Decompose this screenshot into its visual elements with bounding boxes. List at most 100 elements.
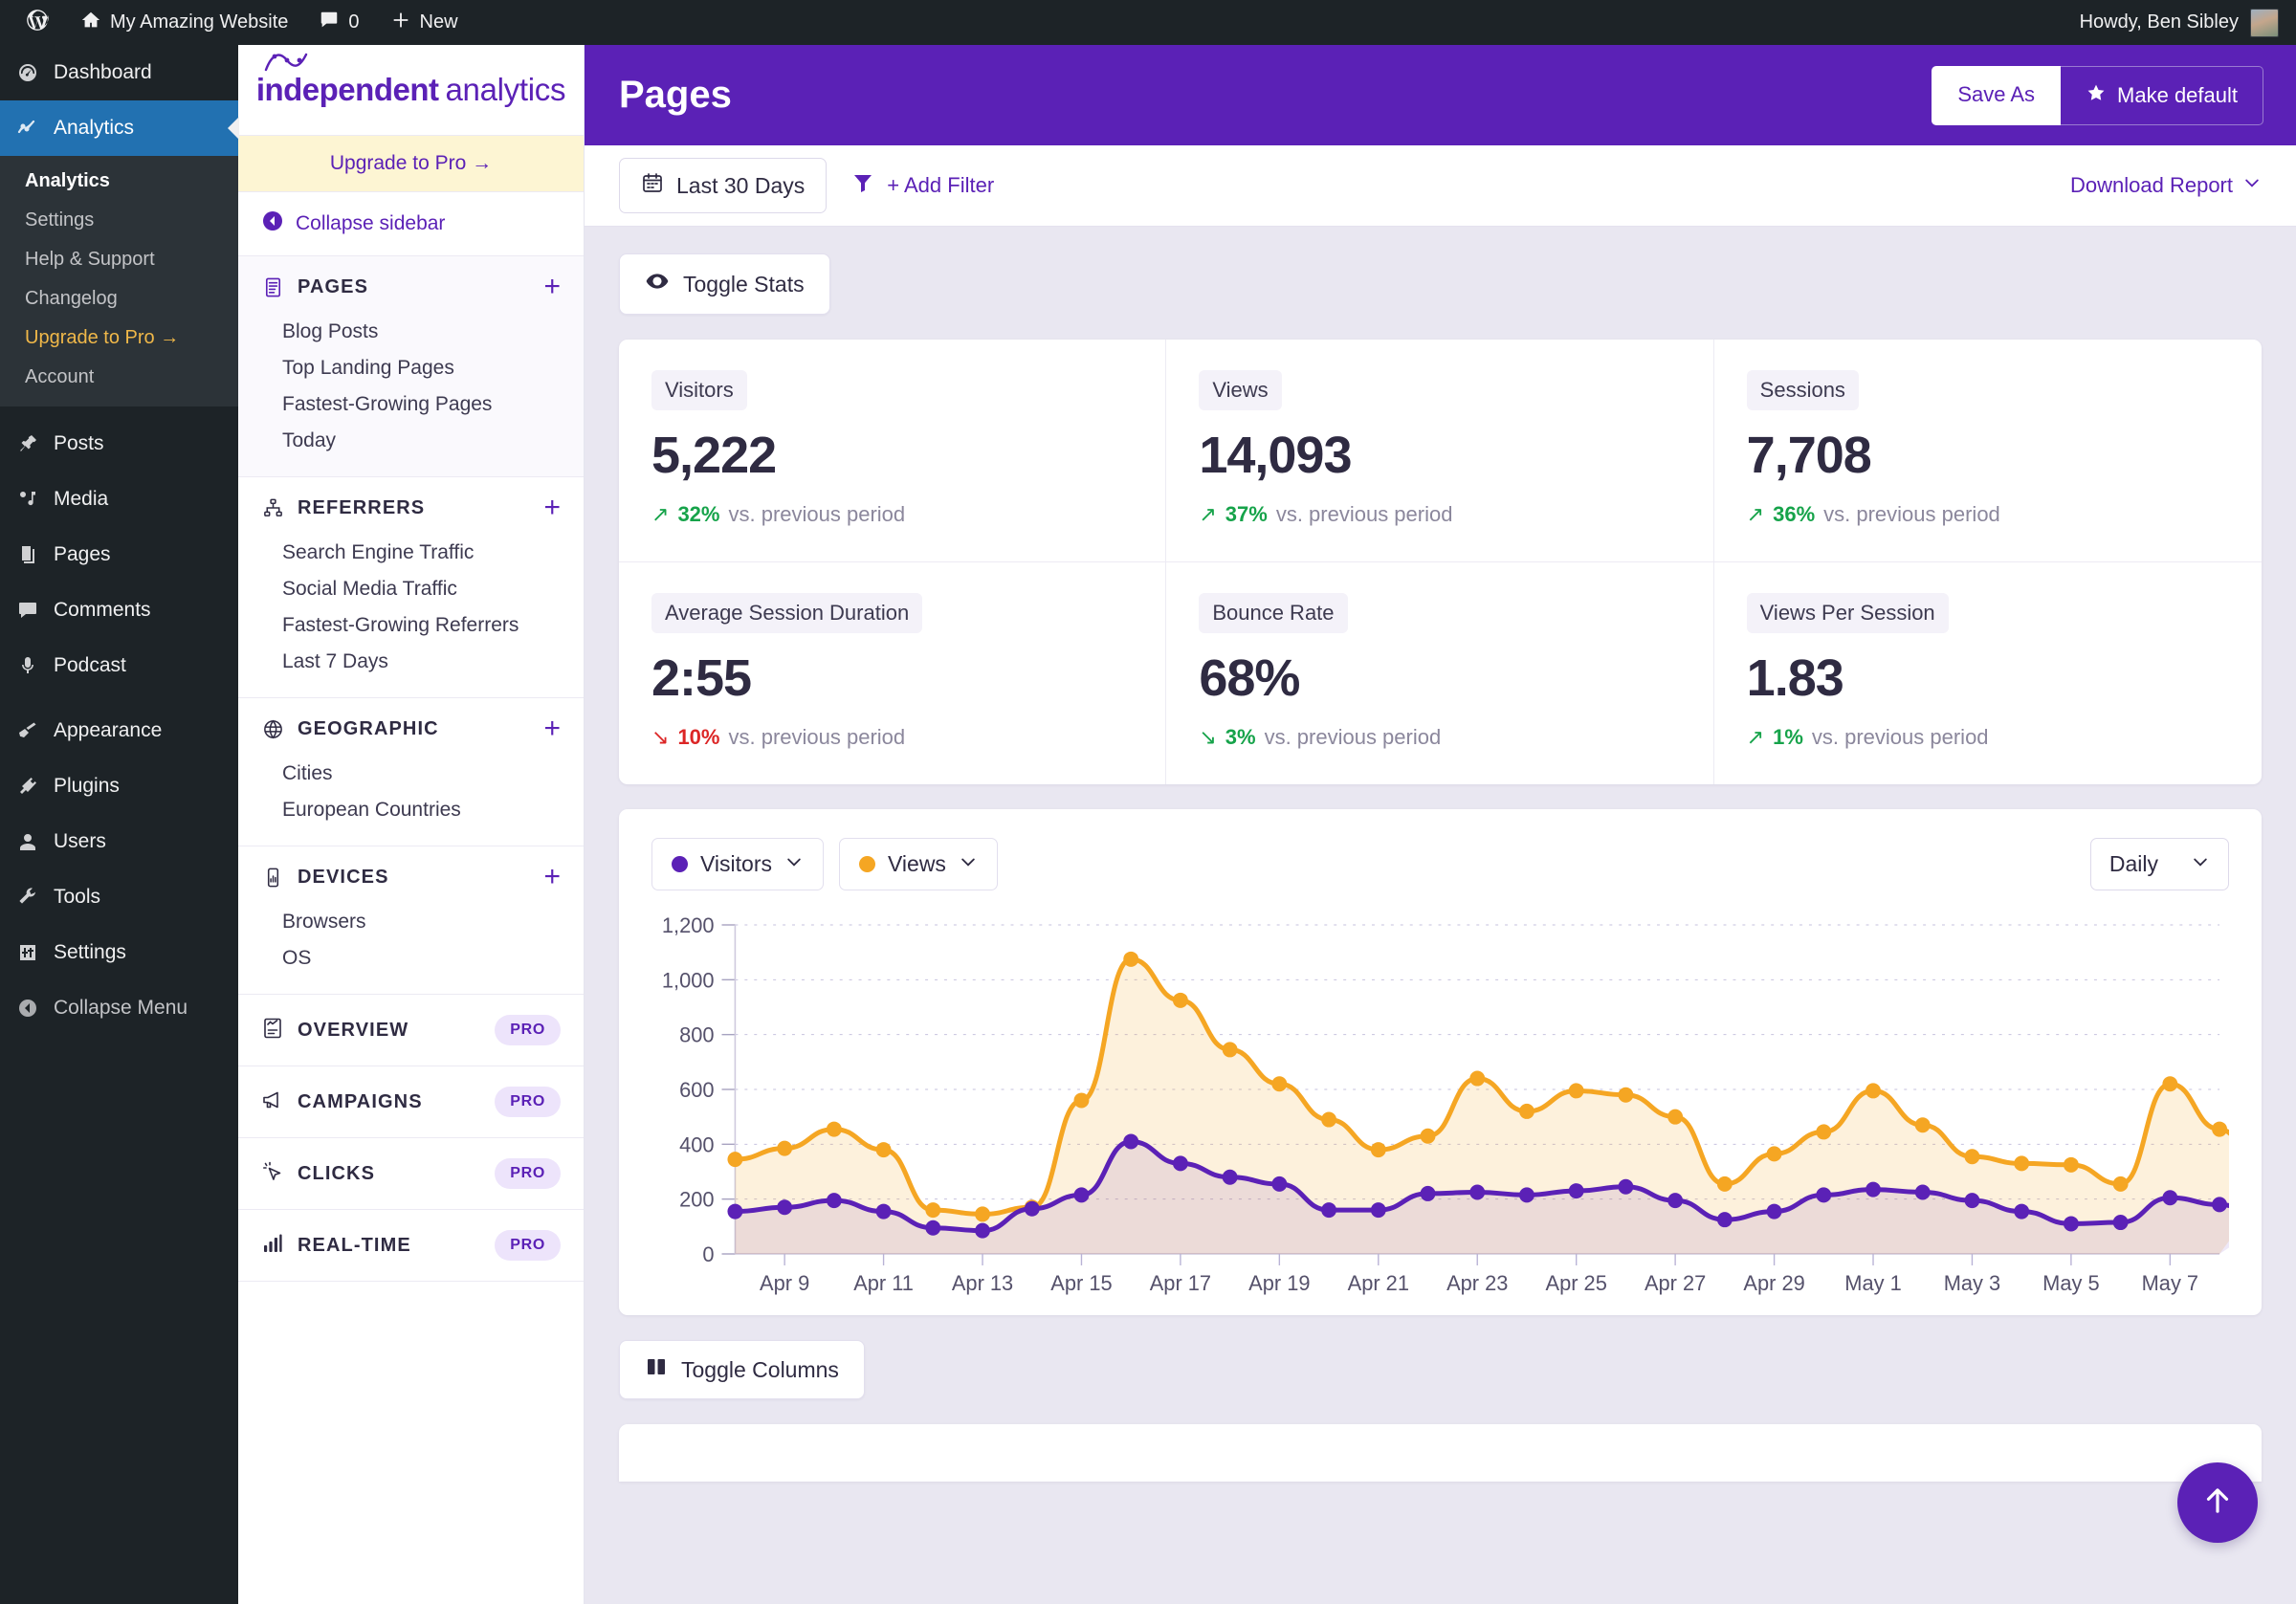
ia-link-browsers[interactable]: Browsers xyxy=(282,911,366,933)
dashboard-icon xyxy=(15,60,40,85)
series-selector-visitors[interactable]: Visitors xyxy=(651,838,824,890)
ia-link-social-media-traffic[interactable]: Social Media Traffic xyxy=(282,578,457,600)
stat-delta-pct: 32% xyxy=(677,502,720,526)
collapse-left-circle-icon xyxy=(261,209,284,238)
ia-group-campaigns[interactable]: CAMPAIGNS PRO xyxy=(238,1066,584,1138)
stat-card-average-session-duration[interactable]: Average Session Duration 2:55 ↘ 10% vs. … xyxy=(619,562,1167,784)
sidebar-item-label: Posts xyxy=(54,432,104,454)
series-color-dot-views xyxy=(859,856,875,872)
traffic-area-chart[interactable]: 0 200 400 600 800 1,000 1,200 Apr 9 Apr 11 Apr 13… xyxy=(651,915,2229,1298)
submenu-item-settings[interactable]: Settings xyxy=(25,209,95,231)
collapse-sidebar-button[interactable]: Collapse sidebar xyxy=(238,192,584,256)
stat-delta-pct: 1% xyxy=(1773,725,1803,749)
comments-count: 0 xyxy=(348,11,360,33)
series-selector-views[interactable]: Views xyxy=(839,838,998,890)
account-menu[interactable]: Howdy, Ben Sibley xyxy=(2080,8,2296,37)
comments-button[interactable]: 0 xyxy=(303,0,374,45)
sidebar-item-pages[interactable]: Pages xyxy=(0,527,238,582)
ia-link-search-engine-traffic[interactable]: Search Engine Traffic xyxy=(282,541,475,563)
ia-group-real-time[interactable]: REAL-TIME PRO xyxy=(238,1210,584,1282)
new-content-button[interactable]: New xyxy=(375,0,474,45)
stat-card-visitors[interactable]: Visitors 5,222 ↗ 32% vs. previous period xyxy=(619,340,1167,562)
chevron-down-icon xyxy=(2242,173,2262,198)
stat-card-views[interactable]: Views 14,093 ↗ 37% vs. previous period xyxy=(1166,340,1714,562)
sidebar-item-settings[interactable]: Settings xyxy=(0,925,238,980)
make-default-button[interactable]: Make default xyxy=(2061,65,2263,125)
stat-delta-pct: 36% xyxy=(1773,502,1816,526)
interval-select[interactable]: Daily xyxy=(2089,838,2229,890)
ia-group-devices-header[interactable]: DEVICES + xyxy=(238,846,584,904)
ia-link-cities[interactable]: Cities xyxy=(282,762,333,784)
submenu-item-changelog[interactable]: Changelog xyxy=(25,288,118,309)
plus-icon[interactable]: + xyxy=(543,271,561,302)
ia-group-title: REAL-TIME xyxy=(298,1234,411,1256)
sidebar-item-comments[interactable]: Comments xyxy=(0,582,238,638)
svg-text:800: 800 xyxy=(679,1023,714,1047)
ia-group-referrers-header[interactable]: REFERRERS + xyxy=(238,477,584,535)
ia-link-european-countries[interactable]: European Countries xyxy=(282,799,461,821)
chevron-down-icon xyxy=(2191,851,2210,877)
ia-link-fastest-growing-pages[interactable]: Fastest-Growing Pages xyxy=(282,393,493,415)
arrow-up-right-icon: ↗ xyxy=(651,502,670,526)
sidebar-item-posts[interactable]: Posts xyxy=(0,416,238,472)
wordpress-logo-button[interactable] xyxy=(10,0,65,45)
ia-group-overview[interactable]: OVERVIEW PRO xyxy=(238,995,584,1066)
sidebar-item-users[interactable]: Users xyxy=(0,814,238,869)
plug-icon xyxy=(15,774,40,799)
submenu-item-upgrade-to-pro[interactable]: Upgrade to Pro → xyxy=(25,327,180,348)
collapse-left-icon xyxy=(15,996,40,1021)
ia-link-last-7-days[interactable]: Last 7 Days xyxy=(282,650,388,672)
plus-icon[interactable]: + xyxy=(543,861,561,892)
make-default-label: Make default xyxy=(2117,82,2238,107)
sidebar-item-analytics[interactable]: Analytics xyxy=(0,100,238,156)
stat-delta: ↗ 36% vs. previous period xyxy=(1747,502,2229,527)
sidebar-item-appearance[interactable]: Appearance xyxy=(0,703,238,758)
ia-group-geographic-header[interactable]: GEOGRAPHIC + xyxy=(238,698,584,756)
collapse-menu-button[interactable]: Collapse Menu xyxy=(0,980,238,1036)
download-report-button[interactable]: Download Report xyxy=(2070,173,2262,198)
sidebar-item-label: Appearance xyxy=(54,719,163,741)
submenu-item-analytics[interactable]: Analytics xyxy=(25,170,110,191)
ia-link-blog-posts[interactable]: Blog Posts xyxy=(282,320,379,342)
user-icon xyxy=(15,829,40,854)
stat-card-sessions[interactable]: Sessions 7,708 ↗ 36% vs. previous period xyxy=(1713,340,2262,562)
sidebar-item-label: Comments xyxy=(54,599,151,621)
stat-value: 1.83 xyxy=(1746,649,1844,707)
plus-icon[interactable]: + xyxy=(543,713,561,744)
save-as-label: Save As xyxy=(1957,81,2036,106)
svg-text:Apr 27: Apr 27 xyxy=(1645,1271,1706,1295)
submenu-item-account[interactable]: Account xyxy=(25,366,95,387)
stat-card-bounce-rate[interactable]: Bounce Rate 68% ↘ 3% vs. previous period xyxy=(1166,562,1714,784)
ia-group-clicks[interactable]: CLICKS PRO xyxy=(238,1138,584,1210)
ia-link-fastest-growing-referrers[interactable]: Fastest-Growing Referrers xyxy=(282,614,519,636)
sidebar-item-podcast[interactable]: Podcast xyxy=(0,638,238,693)
ia-group-pages-links: Blog Posts Top Landing Pages Fastest-Gro… xyxy=(238,314,584,476)
toggle-columns-button[interactable]: Toggle Columns xyxy=(619,1340,865,1399)
ia-link-os[interactable]: OS xyxy=(282,947,312,969)
ia-group-pages-header[interactable]: PAGES + xyxy=(238,256,584,314)
sidebar-item-media[interactable]: Media xyxy=(0,472,238,527)
save-as-button[interactable]: Save As xyxy=(1932,65,2062,125)
interval-value: Daily xyxy=(2108,851,2158,876)
ia-upgrade-to-pro-banner[interactable]: Upgrade to Pro → xyxy=(238,136,584,192)
sidebar-item-dashboard[interactable]: Dashboard xyxy=(0,45,238,100)
arrow-up-right-icon: ↗ xyxy=(1746,725,1765,749)
add-filter-button[interactable]: + Add Filter xyxy=(851,171,994,200)
scroll-to-top-button[interactable] xyxy=(2177,1462,2258,1543)
date-range-picker[interactable]: Last 30 Days xyxy=(619,158,828,213)
stat-card-views-per-session[interactable]: Views Per Session 1.83 ↗ 1% vs. previous… xyxy=(1714,562,2262,784)
pages-icon xyxy=(15,542,40,567)
pro-badge: PRO xyxy=(495,1230,561,1261)
series-label-views: Views xyxy=(888,851,946,876)
site-name-button[interactable]: My Amazing Website xyxy=(65,0,303,45)
ia-link-top-landing-pages[interactable]: Top Landing Pages xyxy=(282,357,454,379)
svg-text:Apr 13: Apr 13 xyxy=(952,1271,1013,1295)
ia-link-today[interactable]: Today xyxy=(282,429,337,451)
sidebar-item-tools[interactable]: Tools xyxy=(0,869,238,925)
stat-value: 68% xyxy=(1199,649,1300,707)
toggle-stats-button[interactable]: Toggle Stats xyxy=(619,253,830,315)
submenu-item-help-support[interactable]: Help & Support xyxy=(25,249,155,270)
sidebar-item-plugins[interactable]: Plugins xyxy=(0,758,238,814)
site-name-label: My Amazing Website xyxy=(110,11,289,33)
plus-icon[interactable]: + xyxy=(543,492,561,523)
